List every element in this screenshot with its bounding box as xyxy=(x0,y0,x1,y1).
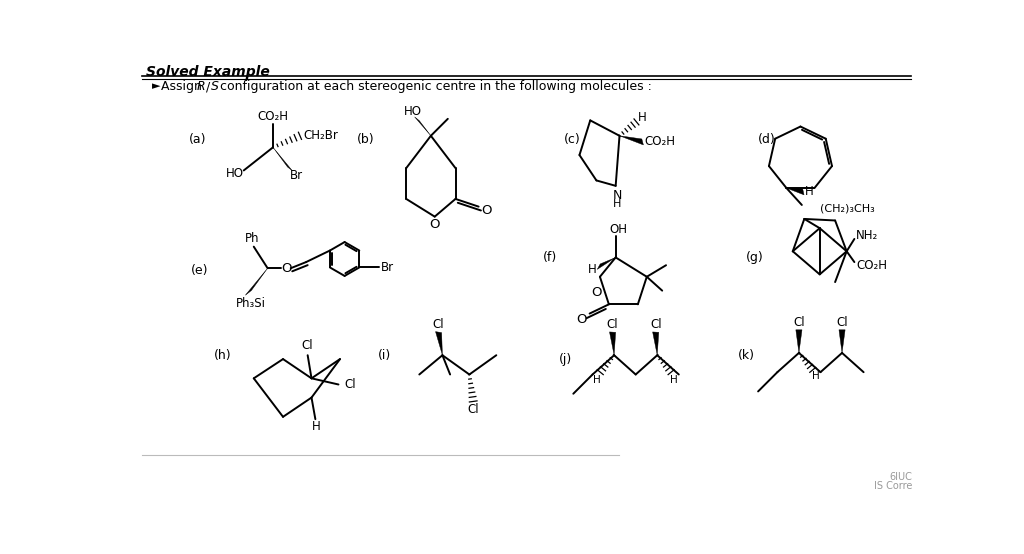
Text: H: H xyxy=(613,199,622,209)
Text: H: H xyxy=(812,371,820,381)
Text: Ph₃Si: Ph₃Si xyxy=(236,297,265,310)
Polygon shape xyxy=(652,332,658,355)
Text: Assign: Assign xyxy=(162,80,206,93)
Polygon shape xyxy=(597,258,615,269)
Text: Br: Br xyxy=(381,261,393,274)
Text: Br: Br xyxy=(291,168,303,182)
Text: Cl: Cl xyxy=(433,318,444,331)
Text: (d): (d) xyxy=(758,133,775,146)
Text: H: H xyxy=(311,420,321,433)
Text: CO₂H: CO₂H xyxy=(644,135,675,148)
Text: (CH₂)₃CH₃: (CH₂)₃CH₃ xyxy=(820,203,876,213)
Text: ►: ► xyxy=(153,81,161,91)
Polygon shape xyxy=(415,117,431,136)
Polygon shape xyxy=(839,330,845,353)
Text: O: O xyxy=(575,313,587,326)
Text: Cl: Cl xyxy=(794,316,805,329)
Polygon shape xyxy=(796,330,802,353)
Text: H: H xyxy=(593,375,601,385)
Text: Cl: Cl xyxy=(467,403,479,417)
Text: /: / xyxy=(202,80,214,93)
Text: (g): (g) xyxy=(745,251,763,264)
Text: (c): (c) xyxy=(563,133,581,146)
Text: H: H xyxy=(588,263,597,276)
Text: Cl: Cl xyxy=(344,378,355,391)
Text: NH₂: NH₂ xyxy=(856,229,879,243)
Text: (b): (b) xyxy=(356,133,374,146)
Text: (a): (a) xyxy=(188,133,206,146)
Text: 6IUC: 6IUC xyxy=(889,472,912,482)
Polygon shape xyxy=(620,136,643,145)
Text: (e): (e) xyxy=(191,264,209,277)
Text: O: O xyxy=(481,204,492,217)
Polygon shape xyxy=(246,268,267,295)
Text: CO₂H: CO₂H xyxy=(856,259,887,271)
Text: Ph: Ph xyxy=(245,233,259,245)
Text: configuration at each stereogenic centre in the following molecules :: configuration at each stereogenic centre… xyxy=(216,80,652,93)
Text: CO₂H: CO₂H xyxy=(257,110,289,123)
Text: (j): (j) xyxy=(559,352,572,366)
Text: H: H xyxy=(805,186,814,198)
Text: O: O xyxy=(281,261,292,275)
Text: Cl: Cl xyxy=(650,318,662,331)
Text: Cl: Cl xyxy=(837,316,848,329)
Polygon shape xyxy=(609,332,615,355)
Text: Cl: Cl xyxy=(301,340,312,352)
Text: Cl: Cl xyxy=(607,318,618,331)
Text: H: H xyxy=(638,111,647,124)
Polygon shape xyxy=(273,147,293,171)
Text: CH₂Br: CH₂Br xyxy=(303,129,338,142)
Polygon shape xyxy=(786,188,804,195)
Text: (k): (k) xyxy=(738,348,755,362)
Text: S: S xyxy=(211,80,218,93)
Text: (h): (h) xyxy=(214,348,231,362)
Text: (i): (i) xyxy=(378,348,391,362)
Text: OH: OH xyxy=(609,223,628,236)
Text: IS Corre: IS Corre xyxy=(873,481,912,491)
Text: O: O xyxy=(429,218,440,231)
Text: R: R xyxy=(197,80,206,93)
Polygon shape xyxy=(435,332,442,355)
Text: N: N xyxy=(612,188,622,202)
Text: (f): (f) xyxy=(543,251,557,264)
Text: O: O xyxy=(592,286,602,299)
Text: Solved Example: Solved Example xyxy=(146,65,269,79)
Text: HO: HO xyxy=(226,167,245,180)
Text: H: H xyxy=(671,375,678,385)
Text: HO: HO xyxy=(403,105,422,117)
